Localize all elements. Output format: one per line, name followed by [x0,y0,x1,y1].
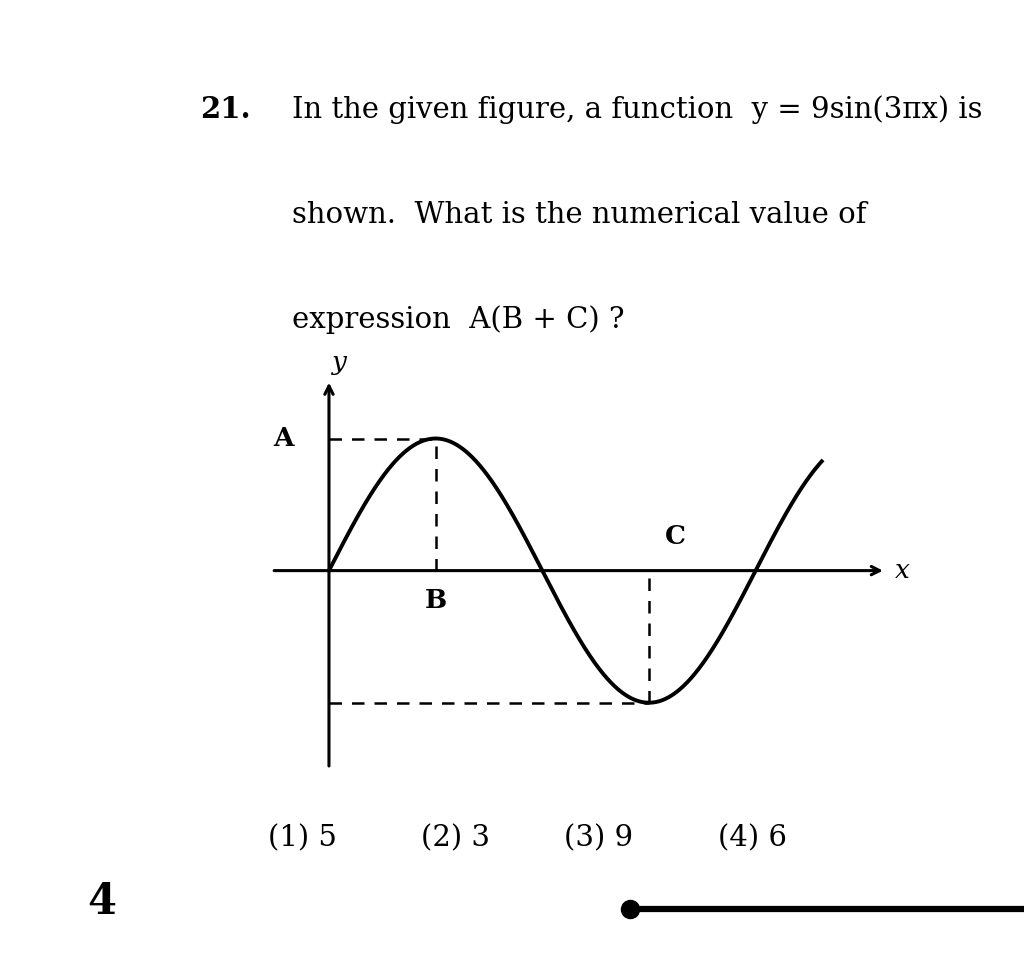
Text: C: C [665,523,686,548]
Text: expression  A(B + C) ?: expression A(B + C) ? [292,306,625,334]
Text: x: x [895,558,910,584]
Text: (3) 9: (3) 9 [564,824,634,853]
Text: In the given figure, a function  y = 9sin(3πx) is: In the given figure, a function y = 9sin… [292,96,982,124]
Text: (1) 5: (1) 5 [267,824,337,853]
Text: (4) 6: (4) 6 [718,824,787,853]
Text: y: y [332,350,347,375]
Text: (2) 3: (2) 3 [421,824,490,853]
Text: B: B [425,588,446,613]
Text: 21.: 21. [200,96,250,124]
Text: A: A [273,426,294,451]
Text: 4: 4 [87,881,116,923]
Text: shown.  What is the numerical value of: shown. What is the numerical value of [292,201,866,228]
